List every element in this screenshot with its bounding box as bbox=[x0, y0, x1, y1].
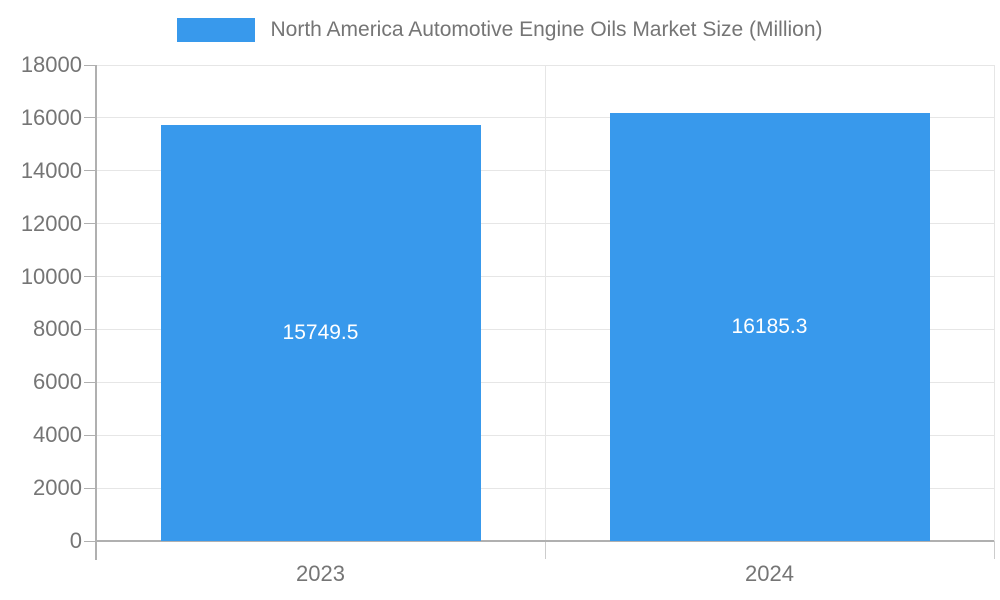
y-tick-label: 6000 bbox=[33, 369, 82, 395]
y-tick-label: 18000 bbox=[20, 52, 82, 77]
y-tick-mark bbox=[84, 117, 96, 119]
y-tick-label: 0 bbox=[69, 528, 82, 553]
y-tick-label: 2000 bbox=[33, 475, 82, 501]
y-tick-mark bbox=[84, 487, 96, 489]
y-tick-label: 8000 bbox=[33, 316, 82, 342]
bar-value-label: 15749.5 bbox=[282, 320, 359, 344]
y-tick-mark bbox=[84, 381, 96, 383]
y-tick-mark bbox=[84, 223, 96, 225]
y-tick-mark bbox=[84, 328, 96, 330]
y-tick-label: 14000 bbox=[20, 157, 82, 183]
y-tick-label: 4000 bbox=[33, 422, 82, 448]
bar-value-label: 16185.3 bbox=[731, 314, 808, 338]
y-tick-label: 12000 bbox=[20, 210, 82, 236]
y-tick-mark bbox=[84, 540, 96, 542]
legend-swatch bbox=[177, 18, 256, 42]
bar-2023[interactable] bbox=[160, 124, 481, 541]
x-axis-line bbox=[96, 540, 994, 542]
y-axis-line bbox=[95, 65, 97, 560]
x-tick-label: 2024 bbox=[745, 561, 794, 586]
category-boundary-gridline bbox=[544, 65, 546, 541]
x-tick-mark bbox=[544, 541, 546, 559]
bar-2024[interactable] bbox=[609, 112, 930, 541]
y-tick-mark bbox=[84, 276, 96, 278]
x-tick-label: 2023 bbox=[296, 561, 345, 586]
y-tick-label: 10000 bbox=[20, 263, 82, 289]
category-boundary-gridline bbox=[993, 65, 995, 541]
legend-label: North America Automotive Engine Oils Mar… bbox=[270, 18, 823, 41]
x-tick-mark bbox=[993, 541, 995, 559]
y-tick-mark bbox=[84, 64, 96, 66]
legend: North America Automotive Engine Oils Mar… bbox=[0, 18, 1000, 42]
y-tick-label: 16000 bbox=[20, 104, 82, 130]
y-tick-mark bbox=[84, 434, 96, 436]
y-tick-mark bbox=[84, 170, 96, 172]
